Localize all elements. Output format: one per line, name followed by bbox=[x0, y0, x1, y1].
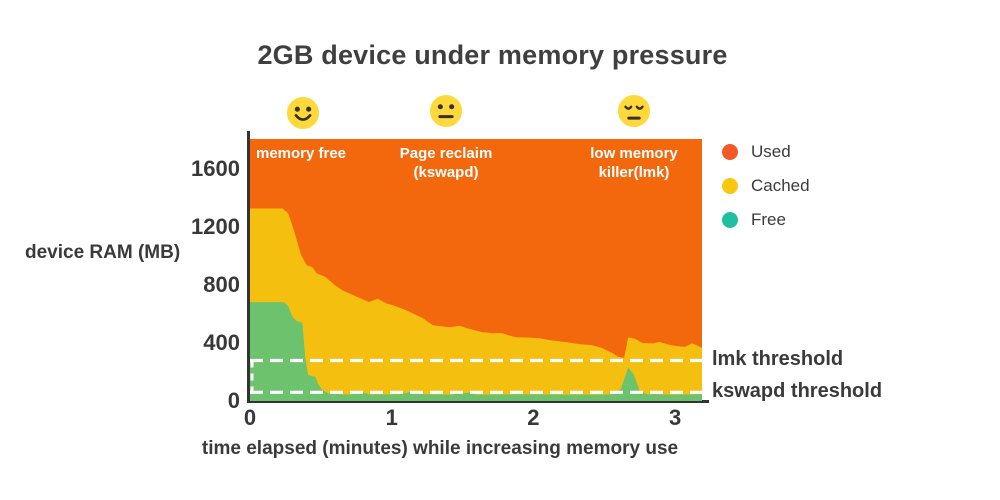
x-tick-2: 2 bbox=[527, 405, 540, 430]
y-tick-400: 400 bbox=[203, 330, 240, 356]
y-tick-1200: 1200 bbox=[191, 214, 240, 240]
x-tick-0: 0 bbox=[243, 405, 257, 430]
legend-label-used: Used bbox=[751, 142, 791, 161]
neutral-face-icon bbox=[429, 94, 463, 128]
x-tick-1: 1 bbox=[385, 405, 398, 430]
y-axis-line bbox=[247, 131, 250, 403]
legend-label-free: Free bbox=[751, 210, 786, 229]
y-tick-800: 800 bbox=[203, 272, 240, 298]
free-color-dot-icon bbox=[722, 212, 738, 228]
legend-label-cached: Cached bbox=[751, 176, 810, 195]
y-tick-1600: 1600 bbox=[191, 156, 240, 182]
y-axis-title: device RAM (MB) bbox=[25, 242, 181, 263]
kswapd-threshold-label: kswapd threshold bbox=[712, 380, 883, 403]
y-tick-0: 0 bbox=[227, 388, 240, 413]
pensive-face-icon bbox=[617, 94, 651, 128]
legend: Used Cached Free bbox=[722, 135, 810, 237]
x-axis-title: time elapsed (minutes) while increasing … bbox=[201, 438, 679, 459]
legend-item-free: Free bbox=[722, 203, 810, 237]
memory-area-chart bbox=[250, 139, 702, 401]
cached-area bbox=[250, 208, 702, 401]
used-color-dot-icon bbox=[722, 144, 738, 160]
legend-item-used: Used bbox=[722, 135, 810, 169]
legend-item-cached: Cached bbox=[722, 169, 810, 203]
chart-title: 2GB device under memory pressure bbox=[257, 40, 728, 70]
x-axis-line bbox=[247, 400, 709, 403]
lmk-threshold-label: lmk threshold bbox=[712, 348, 844, 371]
smiling-face-icon bbox=[286, 96, 320, 130]
phase-label-neutral: Page reclaim (kswapd) bbox=[399, 145, 493, 181]
phase-label-pensive: low memory killer(lmk) bbox=[590, 145, 678, 181]
x-tick-3: 3 bbox=[668, 405, 682, 430]
cached-color-dot-icon bbox=[722, 178, 738, 194]
phase-label-smiling: memory free bbox=[255, 145, 347, 162]
